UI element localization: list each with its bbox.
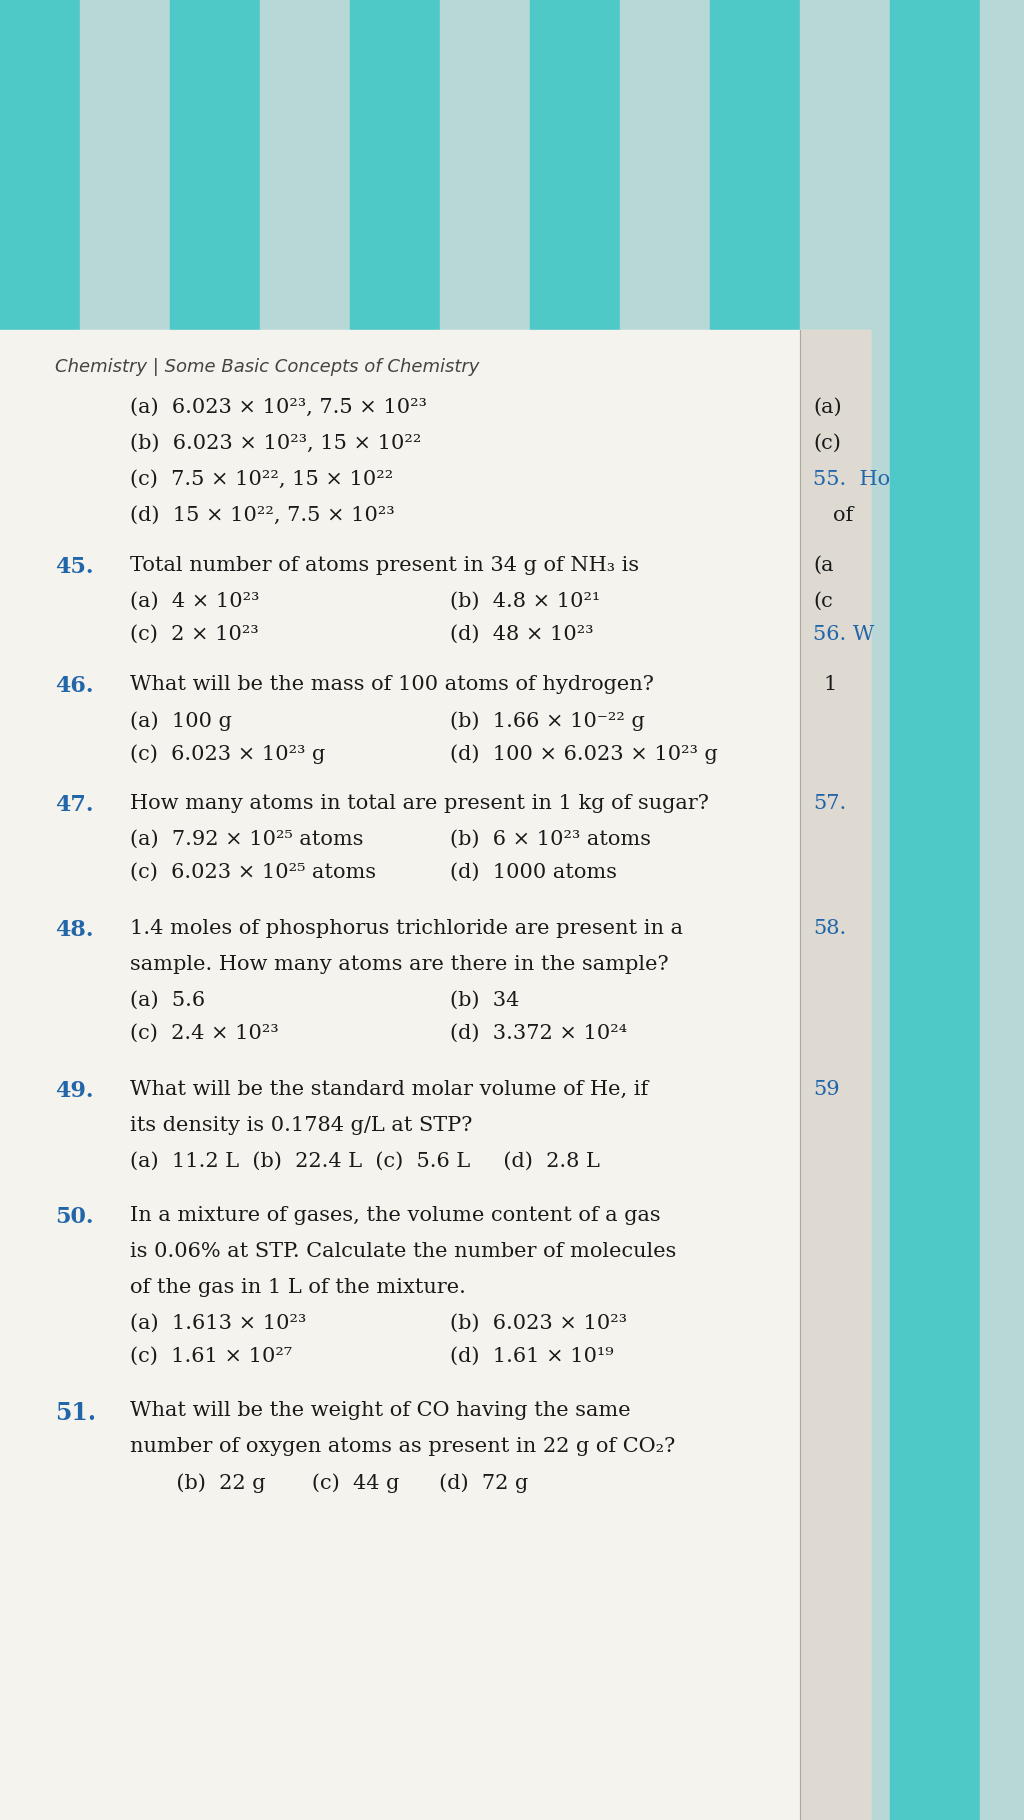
Text: (d)  1000 atoms: (d) 1000 atoms <box>450 863 617 883</box>
Text: of: of <box>833 506 853 524</box>
Text: 56. W: 56. W <box>813 624 874 644</box>
Bar <box>80 0 170 1820</box>
Text: (c)  6.023 × 10²³ g: (c) 6.023 × 10²³ g <box>130 744 326 764</box>
Text: 48.: 48. <box>55 919 93 941</box>
Text: In a mixture of gases, the volume content of a gas: In a mixture of gases, the volume conten… <box>130 1207 660 1225</box>
Text: (c)  2.4 × 10²³: (c) 2.4 × 10²³ <box>130 1025 279 1043</box>
Text: 51.: 51. <box>55 1401 96 1425</box>
Bar <box>620 0 710 1820</box>
Text: (c)  6.023 × 10²⁵ atoms: (c) 6.023 × 10²⁵ atoms <box>130 863 376 883</box>
Text: 57.: 57. <box>813 794 846 814</box>
Bar <box>260 0 350 1820</box>
Text: is 0.06% at STP. Calculate the number of molecules: is 0.06% at STP. Calculate the number of… <box>130 1241 677 1261</box>
Text: (b)  6.023 × 10²³: (b) 6.023 × 10²³ <box>450 1314 627 1332</box>
Text: sample. How many atoms are there in the sample?: sample. How many atoms are there in the … <box>130 956 669 974</box>
Text: (a)  1.613 × 10²³: (a) 1.613 × 10²³ <box>130 1314 306 1332</box>
Text: (a)  11.2 L  (b)  22.4 L  (c)  5.6 L     (d)  2.8 L: (a) 11.2 L (b) 22.4 L (c) 5.6 L (d) 2.8 … <box>130 1152 600 1170</box>
Text: (d)  3.372 × 10²⁴: (d) 3.372 × 10²⁴ <box>450 1025 627 1043</box>
Text: (a)  4 × 10²³: (a) 4 × 10²³ <box>130 592 259 612</box>
Text: What will be the mass of 100 atoms of hydrogen?: What will be the mass of 100 atoms of hy… <box>130 675 654 693</box>
Text: 55.  Ho: 55. Ho <box>813 470 890 490</box>
Bar <box>980 0 1024 1820</box>
Bar <box>0 0 80 1820</box>
Text: (c)  1.61 × 10²⁷: (c) 1.61 × 10²⁷ <box>130 1347 292 1367</box>
Bar <box>170 0 260 1820</box>
Text: (a)  100 g: (a) 100 g <box>130 712 231 730</box>
Text: (b)  34: (b) 34 <box>450 992 519 1010</box>
Text: 1: 1 <box>823 675 837 693</box>
Text: (b)  22 g       (c)  44 g      (d)  72 g: (b) 22 g (c) 44 g (d) 72 g <box>130 1472 528 1492</box>
Text: number of oxygen atoms as present in 22 g of CO₂?: number of oxygen atoms as present in 22 … <box>130 1438 675 1456</box>
Bar <box>350 0 440 1820</box>
Text: 58.: 58. <box>813 919 846 937</box>
Text: (a)  5.6: (a) 5.6 <box>130 992 205 1010</box>
Bar <box>710 0 800 1820</box>
Text: of the gas in 1 L of the mixture.: of the gas in 1 L of the mixture. <box>130 1278 466 1298</box>
Text: (c): (c) <box>813 433 841 453</box>
Text: (b)  6 × 10²³ atoms: (b) 6 × 10²³ atoms <box>450 830 651 848</box>
Text: 50.: 50. <box>55 1207 93 1228</box>
Text: 46.: 46. <box>55 675 93 697</box>
Text: (c)  7.5 × 10²², 15 × 10²²: (c) 7.5 × 10²², 15 × 10²² <box>130 470 393 490</box>
Bar <box>800 0 890 1820</box>
Text: (d)  1.61 × 10¹⁹: (d) 1.61 × 10¹⁹ <box>450 1347 613 1367</box>
Text: its density is 0.1784 g/L at STP?: its density is 0.1784 g/L at STP? <box>130 1116 472 1136</box>
Text: What will be the standard molar volume of He, if: What will be the standard molar volume o… <box>130 1079 648 1099</box>
Text: 59: 59 <box>813 1079 840 1099</box>
Text: How many atoms in total are present in 1 kg of sugar?: How many atoms in total are present in 1… <box>130 794 709 814</box>
Text: What will be the weight of CO having the same: What will be the weight of CO having the… <box>130 1401 631 1420</box>
Text: 45.: 45. <box>55 555 93 579</box>
Text: (a: (a <box>813 555 834 575</box>
Text: (a): (a) <box>813 399 842 417</box>
Bar <box>0 329 870 1820</box>
Text: (d)  48 × 10²³: (d) 48 × 10²³ <box>450 624 594 644</box>
Bar <box>440 0 530 1820</box>
Text: (b)  6.023 × 10²³, 15 × 10²²: (b) 6.023 × 10²³, 15 × 10²² <box>130 433 421 453</box>
Text: (c)  2 × 10²³: (c) 2 × 10²³ <box>130 624 259 644</box>
Text: 47.: 47. <box>55 794 93 815</box>
Bar <box>530 0 620 1820</box>
Text: (b)  4.8 × 10²¹: (b) 4.8 × 10²¹ <box>450 592 600 612</box>
Text: (a)  6.023 × 10²³, 7.5 × 10²³: (a) 6.023 × 10²³, 7.5 × 10²³ <box>130 399 427 417</box>
Text: (a)  7.92 × 10²⁵ atoms: (a) 7.92 × 10²⁵ atoms <box>130 830 364 848</box>
Text: (d)  15 × 10²², 7.5 × 10²³: (d) 15 × 10²², 7.5 × 10²³ <box>130 506 394 524</box>
Text: (c: (c <box>813 592 833 612</box>
Text: 1.4 moles of phosphorus trichloride are present in a: 1.4 moles of phosphorus trichloride are … <box>130 919 683 937</box>
Text: (d)  100 × 6.023 × 10²³ g: (d) 100 × 6.023 × 10²³ g <box>450 744 718 764</box>
Text: Chemistry | Some Basic Concepts of Chemistry: Chemistry | Some Basic Concepts of Chemi… <box>55 359 479 377</box>
Bar <box>800 329 870 1820</box>
Text: Total number of atoms present in 34 g of NH₃ is: Total number of atoms present in 34 g of… <box>130 555 639 575</box>
Text: 49.: 49. <box>55 1079 93 1101</box>
Text: (b)  1.66 × 10⁻²² g: (b) 1.66 × 10⁻²² g <box>450 712 645 730</box>
Bar <box>890 0 980 1820</box>
